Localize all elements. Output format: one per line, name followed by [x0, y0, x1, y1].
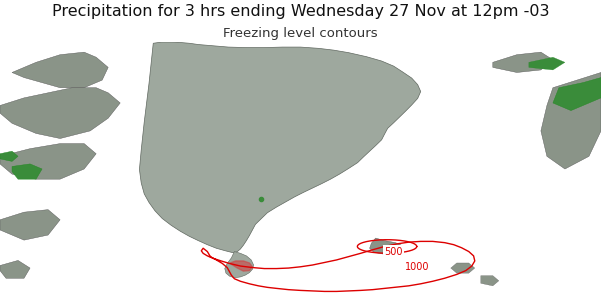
Polygon shape	[0, 144, 96, 179]
Polygon shape	[553, 78, 601, 111]
Polygon shape	[481, 276, 499, 286]
Polygon shape	[0, 151, 18, 161]
Polygon shape	[529, 57, 565, 70]
Polygon shape	[0, 260, 30, 278]
Text: Precipitation for 3 hrs ending Wednesday 27 Nov at 12pm -03: Precipitation for 3 hrs ending Wednesday…	[52, 4, 549, 19]
Polygon shape	[225, 252, 254, 278]
Polygon shape	[370, 238, 403, 254]
Text: 500: 500	[385, 247, 403, 257]
Text: 1000: 1000	[406, 262, 430, 272]
Polygon shape	[12, 52, 108, 88]
Polygon shape	[493, 52, 553, 73]
Polygon shape	[451, 263, 475, 273]
Polygon shape	[0, 210, 60, 240]
Text: Freezing level contours: Freezing level contours	[223, 27, 378, 40]
Polygon shape	[230, 261, 252, 271]
Polygon shape	[541, 73, 601, 169]
Polygon shape	[0, 88, 120, 139]
Polygon shape	[12, 164, 42, 179]
Polygon shape	[139, 42, 421, 253]
